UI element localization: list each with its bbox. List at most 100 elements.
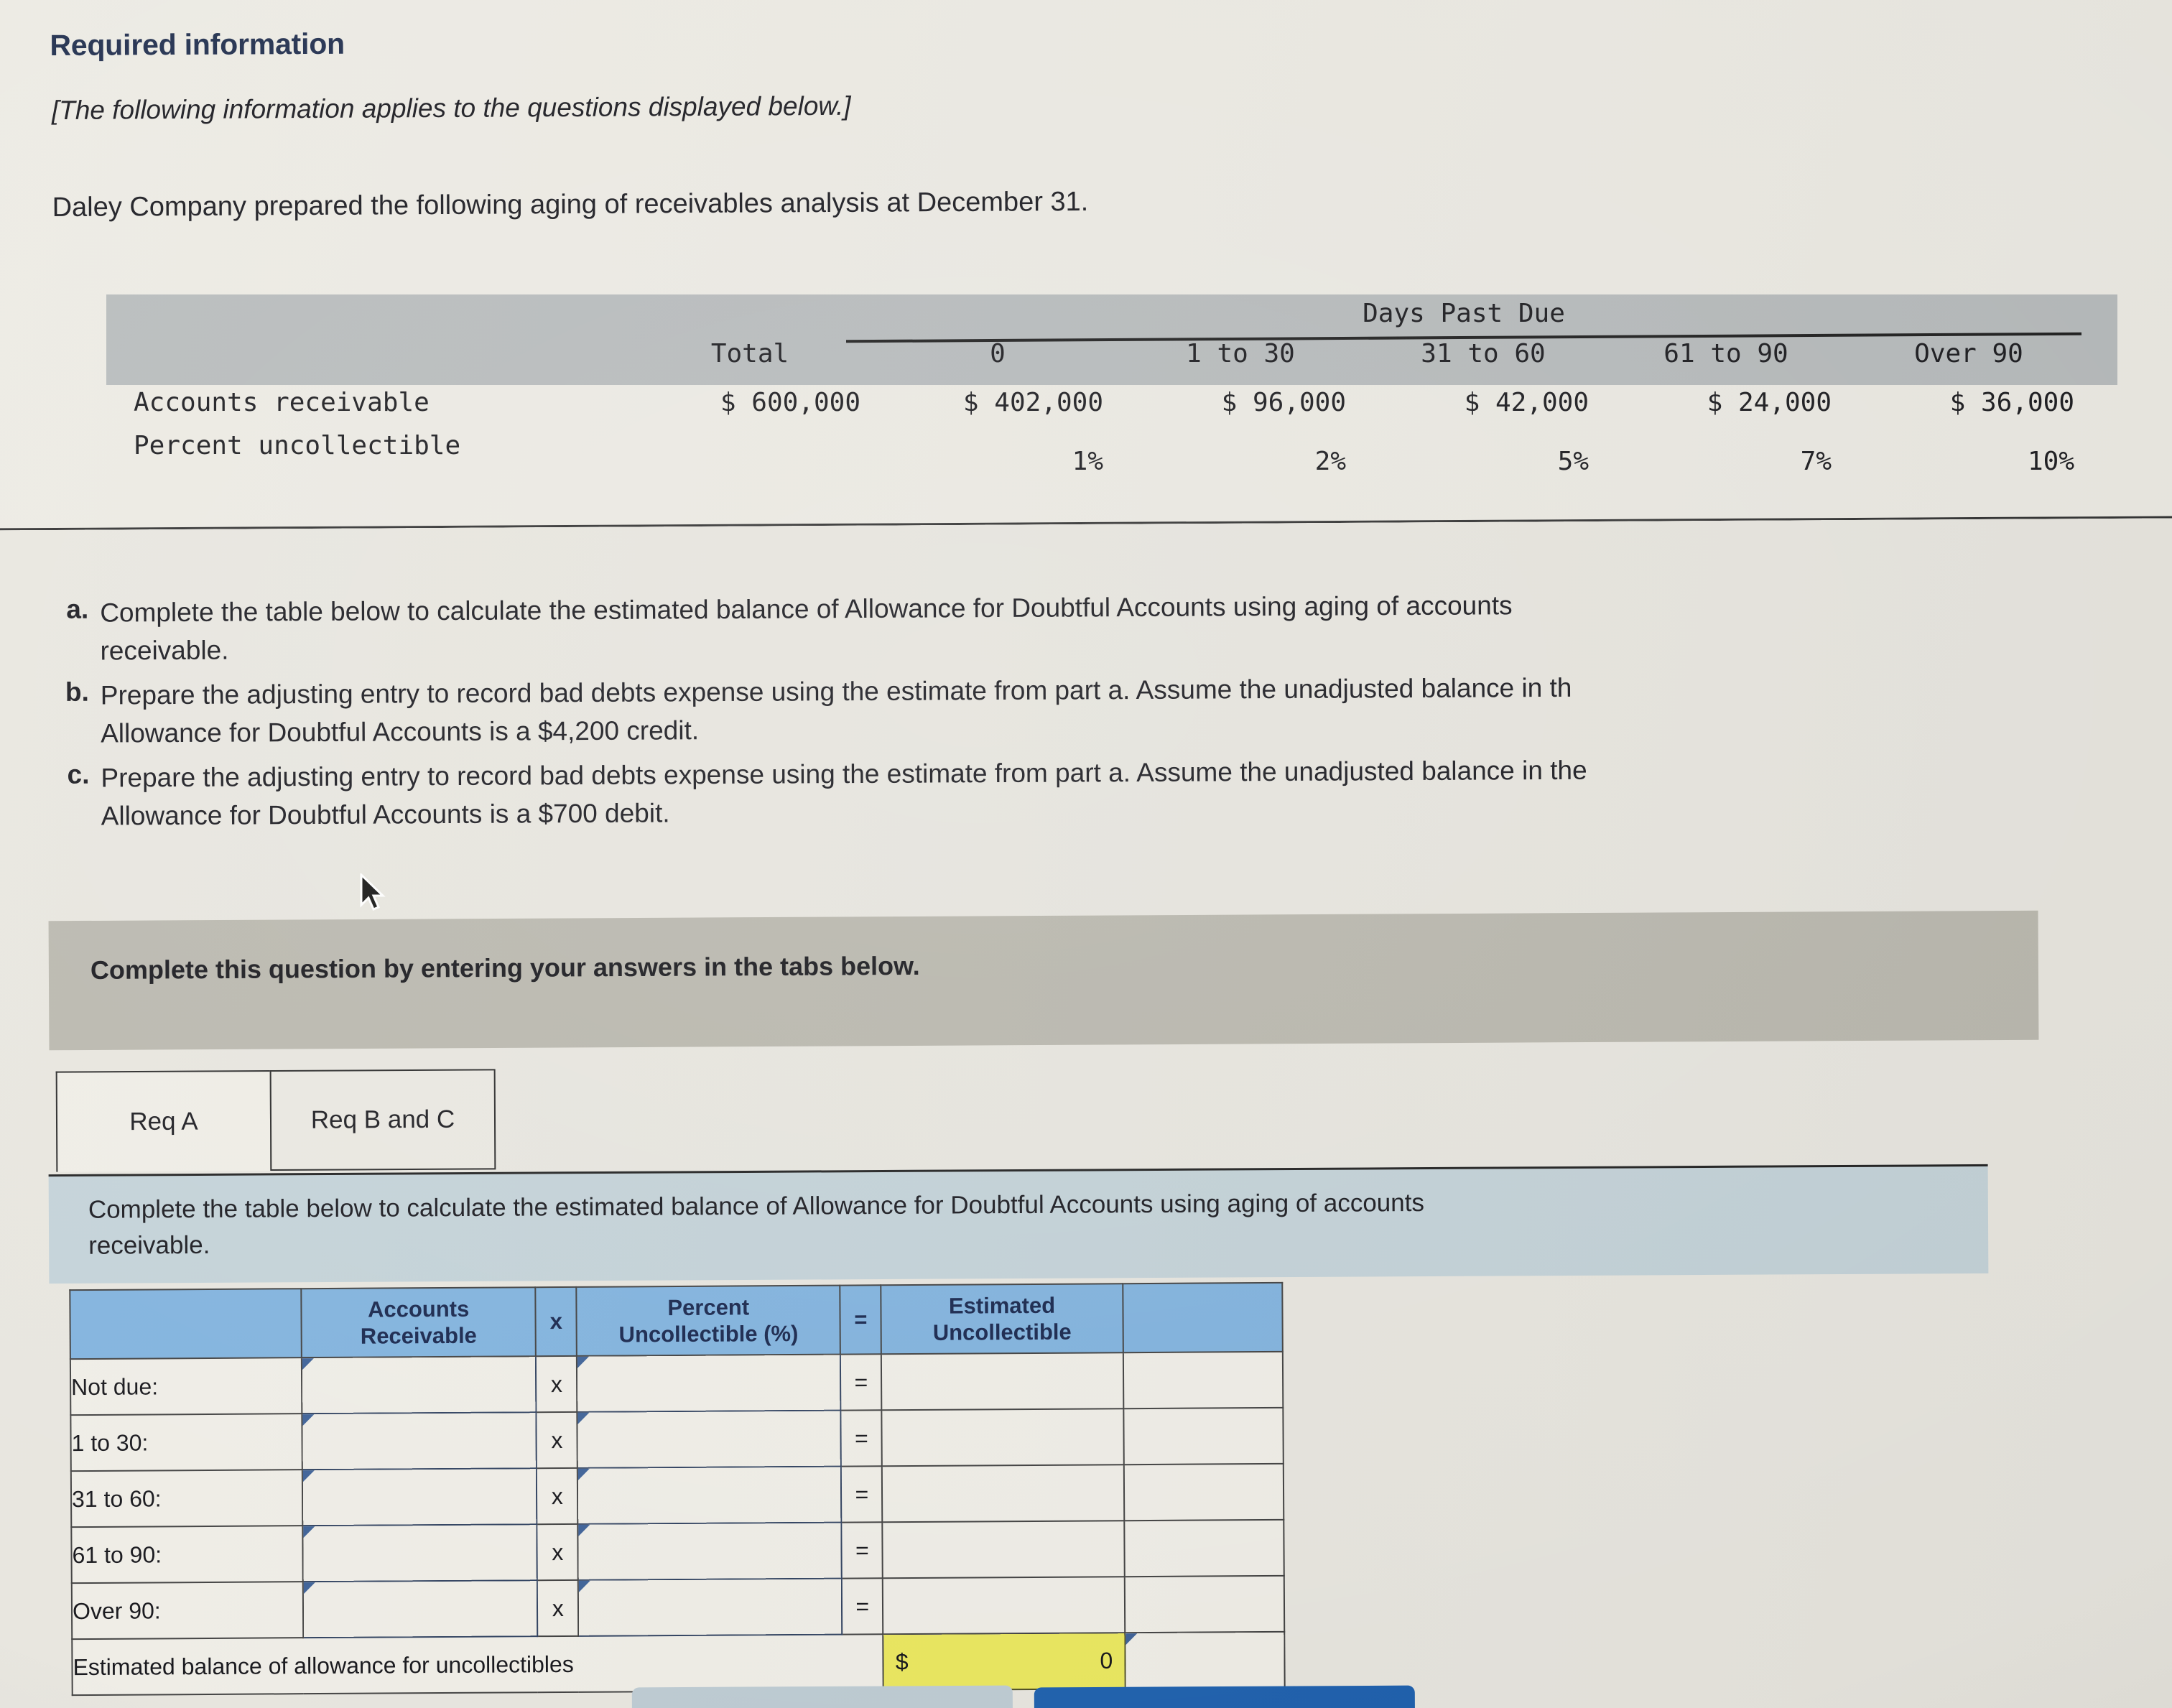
row-label-1-to-30: 1 to 30: <box>70 1414 302 1472</box>
requirement-b: b. Prepare the adjusting entry to record… <box>60 666 2172 753</box>
aging-ar-0: $ 402,000 <box>962 388 1103 417</box>
row-label-over-90: Over 90: <box>71 1582 304 1640</box>
aging-col-over-90: Over 90 <box>1914 339 2023 368</box>
trailing-cell <box>1123 1351 1284 1409</box>
aging-pct-0: 1% <box>1072 447 1103 476</box>
input-percent-not-due[interactable] <box>577 1354 841 1412</box>
table-row: Not due: x = <box>70 1351 1284 1416</box>
input-accounts-receivable-61-to-90[interactable] <box>302 1524 538 1582</box>
requirement-tabs[interactable]: Req A Req B and C <box>55 1069 496 1172</box>
total-row: Estimated balance of allowance for uncol… <box>72 1631 1285 1696</box>
operator-multiply: x <box>536 1355 577 1413</box>
aging-col-0: 0 <box>990 339 1006 368</box>
aging-pct-31-to-60: 5% <box>1557 447 1589 476</box>
row-label-not-due: Not due: <box>70 1357 302 1416</box>
input-percent-over-90[interactable] <box>578 1578 843 1636</box>
header-multiply-operator: x <box>535 1286 577 1357</box>
row-label-31-to-60: 31 to 60: <box>70 1470 303 1528</box>
requirement-letter: a. <box>66 594 89 624</box>
operator-equals: = <box>841 1466 883 1523</box>
operator-equals: = <box>841 1522 883 1579</box>
aging-table-body: Accounts receivable $ 600,000 $ 402,000 … <box>106 385 2117 476</box>
aging-ar-31-to-60: $ 42,000 <box>1464 388 1589 417</box>
header-percent-uncollectible: Percent Uncollectible (%) <box>576 1285 841 1356</box>
header-estimated-uncollectible: Estimated Uncollectible <box>881 1284 1123 1355</box>
aging-row-percent-uncollectible: Percent uncollectible 1% 2% 5% 7% 10% <box>106 431 2117 476</box>
tab-req-b-and-c[interactable]: Req B and C <box>269 1069 496 1171</box>
table-row: Over 90: x = <box>71 1575 1285 1640</box>
trailing-cell <box>1123 1463 1284 1521</box>
input-accounts-receivable-not-due[interactable] <box>301 1356 537 1414</box>
aging-col-1-to-30: 1 to 30 <box>1186 339 1295 368</box>
applies-note: [The following information applies to th… <box>51 90 851 126</box>
aging-col-61-to-90: 61 to 90 <box>1663 339 1788 368</box>
input-accounts-receivable-over-90[interactable] <box>302 1580 538 1638</box>
intro-text: Daley Company prepared the following agi… <box>52 186 1089 223</box>
operator-multiply: x <box>537 1467 578 1525</box>
output-estimated-not-due <box>881 1352 1124 1411</box>
requirements-list: a. Complete the table below to calculate… <box>60 583 2172 843</box>
header-equals-operator: = <box>840 1285 882 1355</box>
output-estimated-31-to-60 <box>882 1465 1125 1523</box>
row-label-61-to-90: 61 to 90: <box>71 1526 303 1584</box>
page-title: Required information <box>50 27 345 62</box>
trailing-cell <box>1123 1407 1284 1465</box>
aging-ar-61-to-90: $ 24,000 <box>1707 388 1832 417</box>
requirement-text: Prepare the adjusting entry to record ba… <box>100 672 1572 748</box>
aging-ar-over-90: $ 36,000 <box>1949 388 2074 417</box>
tab-req-a[interactable]: Req A <box>55 1070 272 1172</box>
next-button[interactable] <box>1034 1685 1416 1708</box>
operator-equals: = <box>842 1578 883 1635</box>
aging-pct-over-90: 10% <box>2027 447 2074 476</box>
input-accounts-receivable-31-to-60[interactable] <box>302 1468 537 1526</box>
answer-table-header-row: Accounts Receivable x Percent Uncollecti… <box>70 1282 1283 1360</box>
aging-header-spacer <box>106 339 623 368</box>
answer-table-head: Accounts Receivable x Percent Uncollecti… <box>70 1282 1283 1360</box>
req-a-instruction-banner: Complete the table below to calculate th… <box>48 1164 1989 1284</box>
total-trailing-cell <box>1124 1631 1285 1689</box>
operator-multiply: x <box>536 1411 578 1469</box>
aging-row-label: Percent uncollectible <box>134 431 461 460</box>
input-accounts-receivable-1-to-30[interactable] <box>302 1412 537 1470</box>
requirement-text: Complete the table below to calculate th… <box>100 590 1513 666</box>
days-past-due-label: Days Past Due <box>1363 299 1565 328</box>
operator-equals: = <box>840 1354 882 1411</box>
aging-column-headers: Total 0 1 to 30 31 to 60 61 to 90 Over 9… <box>106 339 2117 368</box>
aging-ar-1-to-30: $ 96,000 <box>1221 388 1346 417</box>
aging-col-31-to-60: 31 to 60 <box>1421 339 1546 368</box>
req-a-instruction-text: Complete the table below to calculate th… <box>88 1189 1425 1260</box>
operator-multiply: x <box>537 1523 579 1581</box>
aging-of-receivables-table: Days Past Due Total 0 1 to 30 31 to 60 6… <box>106 294 2117 476</box>
output-estimated-1-to-30 <box>881 1408 1124 1467</box>
header-accounts-receivable: Accounts Receivable <box>301 1287 537 1358</box>
operator-multiply: x <box>537 1579 579 1637</box>
header-blank <box>70 1289 302 1360</box>
trailing-cell <box>1124 1575 1285 1633</box>
previous-button[interactable] <box>631 1685 1013 1708</box>
requirement-letter: c. <box>67 759 90 789</box>
currency-symbol: $ <box>895 1648 909 1675</box>
aging-row-accounts-receivable: Accounts receivable $ 600,000 $ 402,000 … <box>106 388 2117 431</box>
table-row: 31 to 60: x = <box>70 1463 1284 1528</box>
table-row: 61 to 90: x = <box>71 1519 1284 1584</box>
input-percent-31-to-60[interactable] <box>577 1466 842 1524</box>
mouse-cursor-icon <box>359 872 388 915</box>
complete-question-banner: Complete this question by entering your … <box>48 910 2039 1051</box>
input-percent-1-to-30[interactable] <box>577 1410 842 1468</box>
operator-equals: = <box>840 1410 883 1467</box>
aging-col-total: Total <box>710 339 789 368</box>
allowance-calculation-table: Accounts Receivable x Percent Uncollecti… <box>69 1282 1285 1696</box>
total-estimated-balance: $ 0 <box>883 1633 1126 1691</box>
aging-table-header: Days Past Due Total 0 1 to 30 31 to 60 6… <box>106 294 2117 385</box>
requirement-a: a. Complete the table below to calculate… <box>60 583 2172 670</box>
header-trailing-blank <box>1123 1282 1283 1353</box>
tab-req-a-label: Req A <box>129 1107 198 1136</box>
aging-pct-61-to-90: 7% <box>1800 447 1832 476</box>
requirement-c: c. Prepare the adjusting entry to record… <box>60 748 2172 835</box>
requirement-letter: b. <box>65 677 89 707</box>
output-estimated-61-to-90 <box>882 1521 1125 1579</box>
aging-row-label: Accounts receivable <box>134 388 430 417</box>
aging-ar-total: $ 600,000 <box>720 388 860 417</box>
input-percent-61-to-90[interactable] <box>577 1522 843 1580</box>
aging-pct-1-to-30: 2% <box>1314 447 1346 476</box>
